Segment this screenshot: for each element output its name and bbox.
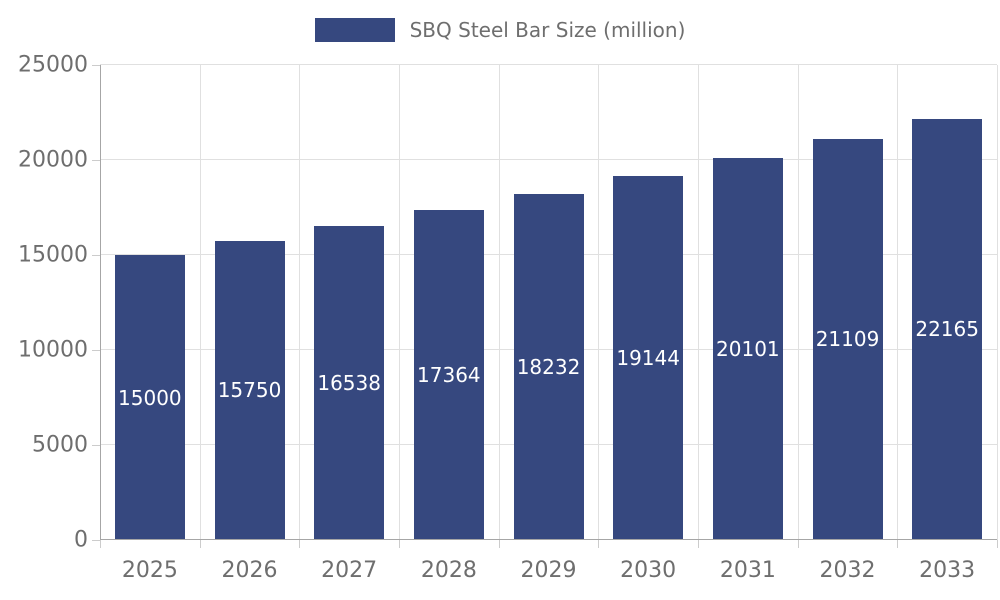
- y-axis-line: [100, 65, 101, 540]
- x-tick-label: 2030: [620, 558, 677, 583]
- h-gridline: [100, 159, 997, 160]
- x-tick-mark: [399, 540, 400, 548]
- x-tick-label: 2028: [420, 558, 477, 583]
- bar-value-label: 20101: [716, 337, 780, 362]
- x-tick-mark: [797, 540, 799, 548]
- x-tick-label: 2033: [919, 558, 976, 583]
- x-axis-line: [100, 539, 997, 540]
- bar: 16538: [314, 225, 385, 540]
- v-gridline: [698, 65, 699, 540]
- bar-value-label: 18232: [516, 354, 581, 379]
- bar: 15750: [214, 240, 285, 540]
- bar-value-label: 16538: [317, 370, 381, 395]
- bar-value-label: 15000: [118, 385, 182, 410]
- v-gridline: [997, 65, 998, 540]
- y-tick-label: 5000: [32, 432, 88, 458]
- y-tick-mark: [92, 160, 100, 161]
- bar-value-label: 19144: [616, 346, 680, 371]
- y-tick-mark: [92, 540, 100, 541]
- v-gridline: [498, 65, 500, 540]
- bar: 15000: [114, 255, 185, 540]
- legend-label: SBQ Steel Bar Size (million): [409, 18, 686, 42]
- bar-value-label: 22165: [915, 317, 979, 342]
- x-tick-mark: [997, 540, 998, 548]
- h-gridline: [100, 64, 997, 65]
- bar: 19144: [613, 176, 684, 540]
- v-gridline: [399, 65, 400, 540]
- y-tick-label: 10000: [18, 337, 88, 363]
- x-tick-mark: [100, 540, 101, 548]
- x-tick-label: 2032: [819, 558, 876, 583]
- bar: 18232: [513, 193, 584, 540]
- v-gridline: [199, 65, 201, 540]
- y-tick-mark: [92, 445, 100, 446]
- bar-value-label: 17364: [417, 363, 481, 388]
- x-tick-mark: [897, 540, 899, 548]
- v-gridline: [299, 65, 301, 540]
- plot-area: 15000 15750 16538 17364 18232 19144 20101 21109…: [100, 64, 998, 540]
- x-tick-mark: [199, 540, 201, 548]
- x-tick-mark: [698, 540, 699, 548]
- v-gridline: [797, 65, 799, 540]
- bar-value-label: 15750: [217, 378, 282, 403]
- x-tick-mark: [598, 540, 600, 548]
- bar: 17364: [413, 210, 484, 540]
- x-tick-mark: [299, 540, 301, 548]
- x-tick-label: 2031: [719, 558, 776, 583]
- legend-swatch: [314, 18, 395, 42]
- x-tick-label: 2026: [221, 558, 278, 583]
- chart-legend: SBQ Steel Bar Size (million): [0, 18, 1000, 42]
- x-tick-mark: [498, 540, 500, 548]
- bar-value-label: 21109: [815, 327, 880, 352]
- y-tick-label: 15000: [18, 242, 88, 268]
- y-tick-label: 25000: [18, 52, 88, 78]
- x-tick-label: 2027: [321, 558, 378, 583]
- y-tick-mark: [92, 350, 100, 351]
- x-tick-label: 2029: [520, 558, 577, 583]
- x-tick-label: 2025: [121, 558, 178, 583]
- bar: 20101: [712, 158, 783, 540]
- v-gridline: [598, 65, 600, 540]
- bar: 22165: [912, 118, 983, 540]
- bar: 21109: [812, 138, 883, 540]
- v-gridline: [897, 65, 899, 540]
- y-tick-mark: [92, 65, 100, 66]
- y-tick-mark: [92, 255, 100, 256]
- y-tick-label: 20000: [18, 147, 88, 173]
- y-tick-label: 0: [74, 527, 88, 553]
